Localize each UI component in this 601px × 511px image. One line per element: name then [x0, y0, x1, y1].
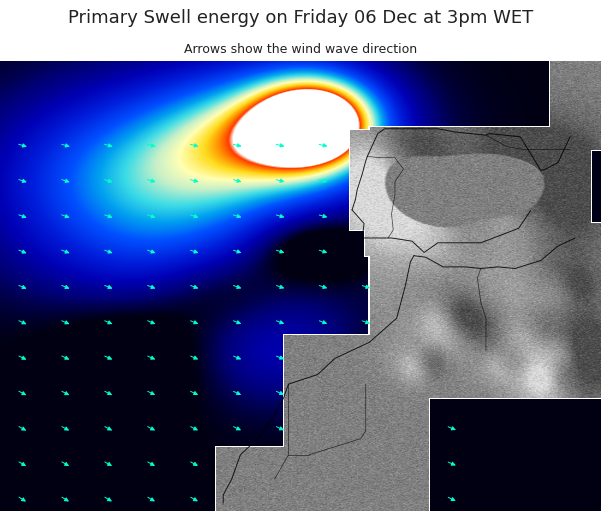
Text: Primary Swell energy on Friday 06 Dec at 3pm WET: Primary Swell energy on Friday 06 Dec at… — [68, 9, 533, 28]
Text: Arrows show the wind wave direction: Arrows show the wind wave direction — [184, 42, 417, 56]
